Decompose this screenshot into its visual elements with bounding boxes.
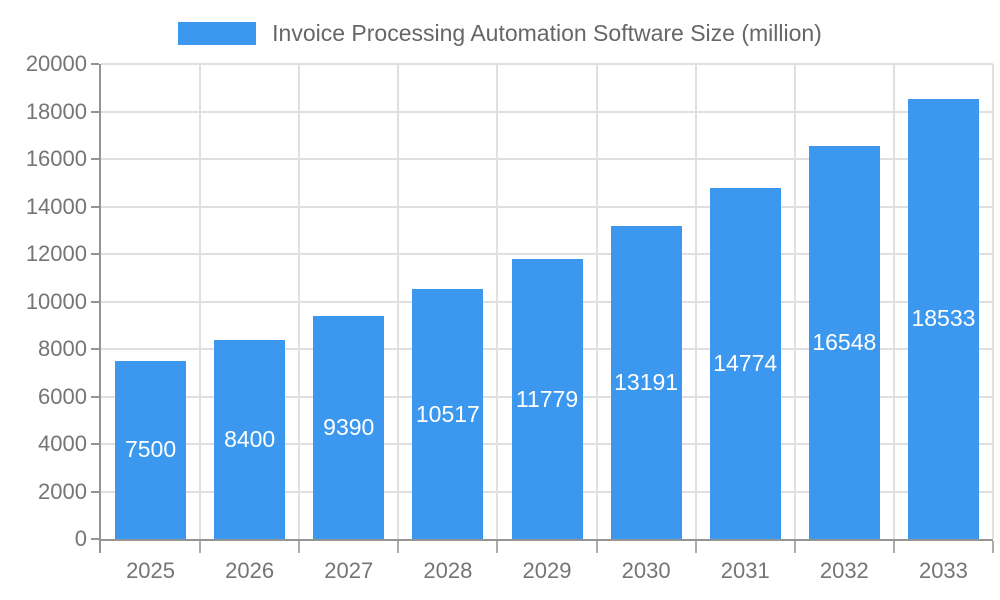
y-axis-tick xyxy=(91,253,99,255)
y-axis-tick xyxy=(91,443,99,445)
y-axis-tick xyxy=(91,538,99,540)
gridline-horizontal xyxy=(101,110,993,113)
x-axis-label: 2030 xyxy=(621,558,671,583)
bar: 8400 xyxy=(214,339,286,539)
x-axis-label: 2029 xyxy=(522,558,572,583)
x-axis-label: 2032 xyxy=(819,558,869,583)
gridline-vertical xyxy=(892,64,895,539)
y-axis-tick xyxy=(91,158,99,160)
y-axis-tick xyxy=(91,348,99,350)
x-axis-tick xyxy=(694,541,697,553)
x-axis-tick xyxy=(892,541,895,553)
gridline-vertical xyxy=(397,64,400,539)
x-axis-tick xyxy=(595,541,598,553)
gridline-vertical xyxy=(694,64,697,539)
gridline-vertical xyxy=(595,64,598,539)
bar-value-label: 7500 xyxy=(124,436,177,463)
bar-value-label: 13191 xyxy=(614,368,679,395)
x-axis-tick xyxy=(793,541,796,553)
bar-value-label: 16548 xyxy=(812,329,877,355)
x-axis-tick xyxy=(199,541,202,553)
y-axis-tick xyxy=(91,395,99,398)
y-axis-tick xyxy=(91,300,99,303)
x-axis-tick xyxy=(298,541,301,553)
y-axis-label: 8000 xyxy=(38,336,87,361)
y-axis-line xyxy=(99,64,101,553)
bar: 9390 xyxy=(313,316,385,539)
bar-value-label: 10517 xyxy=(415,400,480,427)
y-axis-tick xyxy=(91,490,99,493)
x-axis-tick xyxy=(496,541,499,553)
plot-area: 7500 8400 9390 10517 11779 13191 14774 16548 185… xyxy=(91,63,994,553)
y-axis-tick xyxy=(91,63,99,65)
x-axis-tick xyxy=(397,541,400,553)
y-axis-label: 6000 xyxy=(38,383,87,409)
x-axis-label: 2025 xyxy=(126,558,176,583)
bar: 7500 xyxy=(115,360,187,539)
x-axis-tick xyxy=(992,541,994,553)
bar: 13191 xyxy=(610,225,682,539)
x-axis-labels: 2025 2026 2027 2028 2029 2030 2031 2032 2033 xyxy=(101,558,993,588)
y-axis-label: 20000 xyxy=(25,51,87,76)
gridline-horizontal xyxy=(101,253,993,255)
bar: 16548 xyxy=(808,146,880,539)
bar-value-label: 9390 xyxy=(323,414,375,440)
y-axis-label: 2000 xyxy=(38,478,87,504)
x-axis-label: 2027 xyxy=(324,558,374,583)
y-axis-tick xyxy=(91,110,99,113)
y-axis-label: 0 xyxy=(74,526,87,551)
gridline-vertical xyxy=(496,64,499,539)
gridline-horizontal xyxy=(101,158,993,160)
y-axis-tick xyxy=(91,205,99,208)
legend-swatch xyxy=(178,21,257,45)
legend: Invoice Processing Automation Software S… xyxy=(0,18,1000,48)
x-axis-label: 2031 xyxy=(720,558,770,583)
bar: 11779 xyxy=(511,259,583,539)
bar-value-label: 11779 xyxy=(515,385,579,412)
y-axis-label: 16000 xyxy=(25,146,87,171)
gridline-horizontal xyxy=(101,63,993,65)
gridline-vertical xyxy=(199,64,202,539)
bar-value-label: 14774 xyxy=(713,350,778,377)
y-axis-label: 18000 xyxy=(25,98,87,124)
bar: 14774 xyxy=(709,188,781,539)
gridline-horizontal xyxy=(101,205,993,208)
x-axis-label: 2026 xyxy=(225,558,275,583)
x-axis-line xyxy=(99,539,993,541)
y-axis-labels: 0 2000 4000 6000 8000 10000 12000 14000 16000 180… xyxy=(0,0,101,600)
y-axis-label: 10000 xyxy=(25,288,87,314)
gridline-vertical xyxy=(793,64,796,539)
bar-value-label: 18533 xyxy=(911,305,976,332)
x-axis-label: 2033 xyxy=(918,558,968,583)
bar: 10517 xyxy=(412,289,484,539)
gridline-vertical xyxy=(298,64,301,539)
y-axis-label: 4000 xyxy=(38,431,87,456)
y-axis-label: 14000 xyxy=(25,193,87,219)
y-axis-label: 12000 xyxy=(25,241,87,266)
gridline-vertical xyxy=(992,64,994,539)
x-axis-label: 2028 xyxy=(423,558,473,583)
bar: 18533 xyxy=(907,98,979,539)
bar-value-label: 8400 xyxy=(224,425,276,452)
legend-label: Invoice Processing Automation Software S… xyxy=(272,19,822,46)
